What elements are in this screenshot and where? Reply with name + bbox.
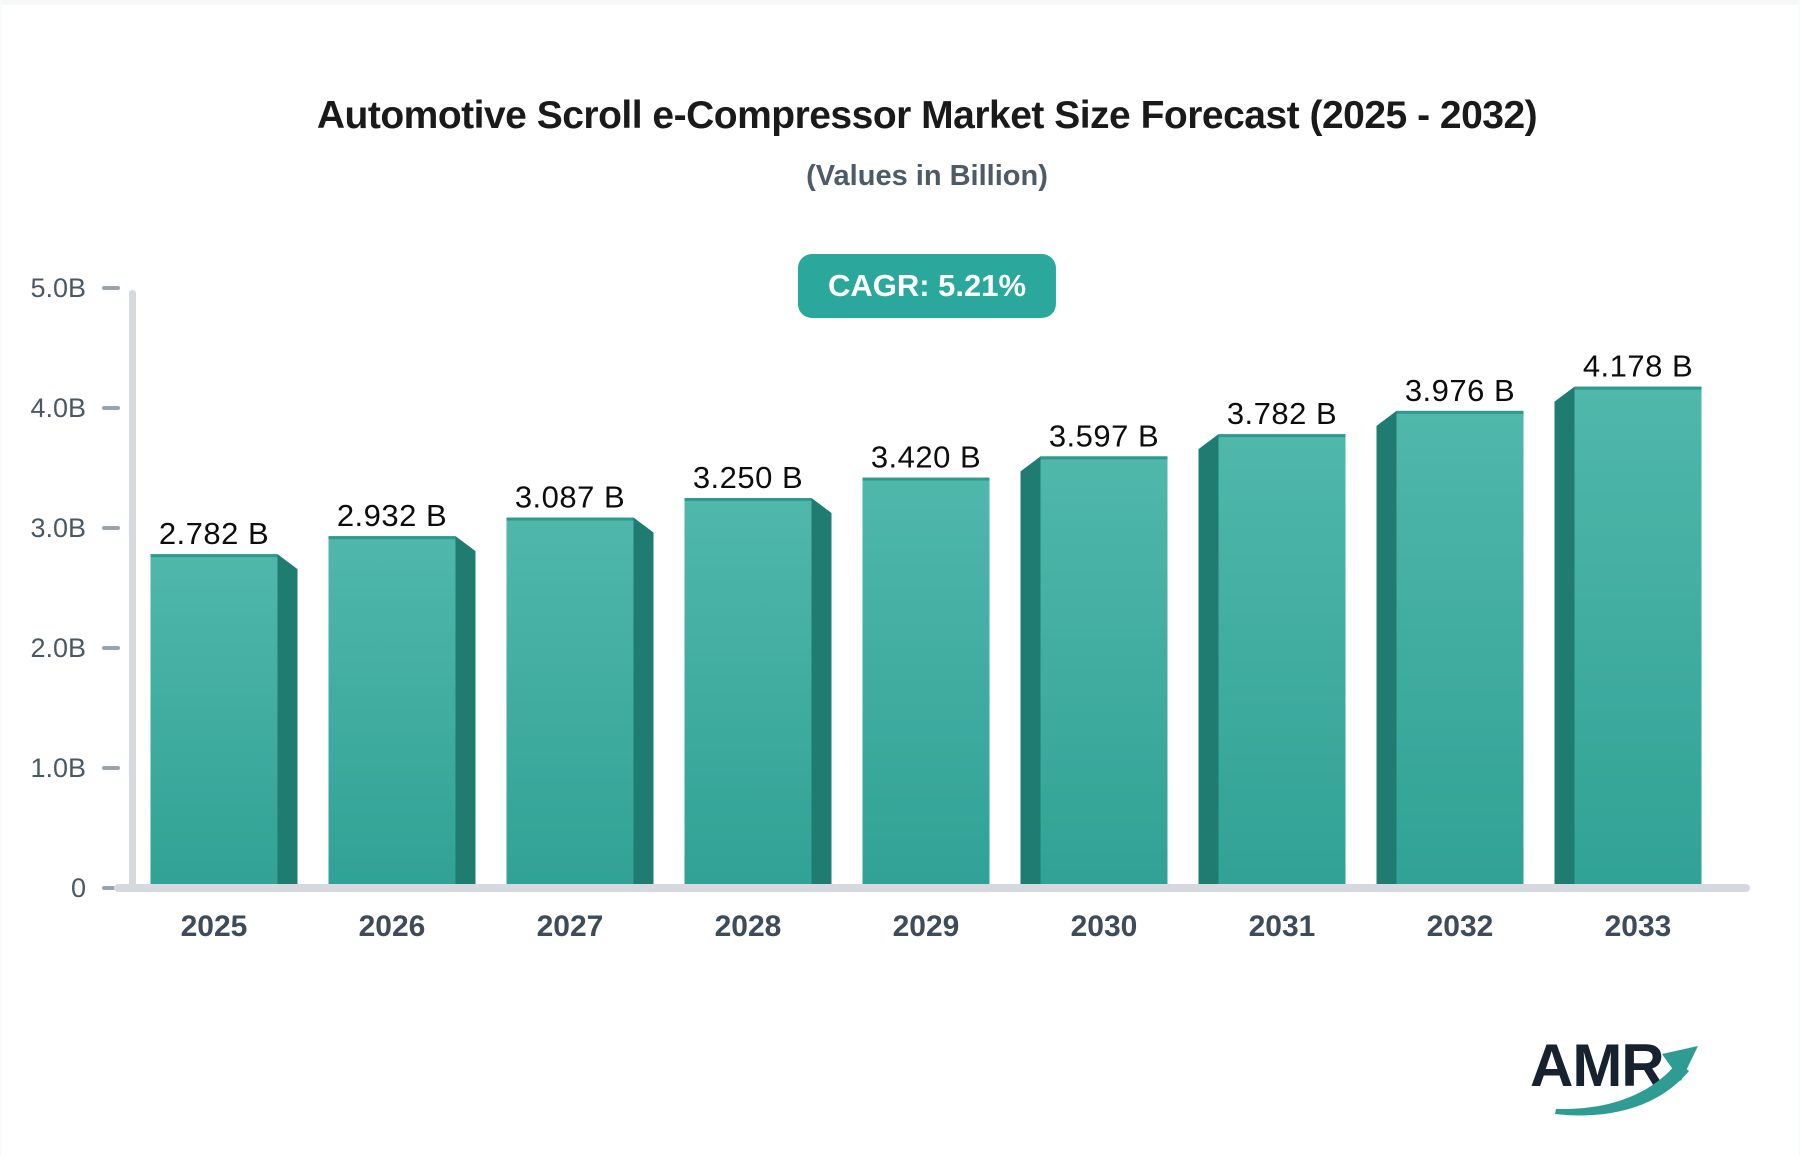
y-axis-tick-label: 5.0B xyxy=(30,273,86,303)
growth-arrow-icon xyxy=(1555,1046,1698,1116)
bar-value-label: 3.250 B xyxy=(693,460,803,495)
bar-side-2028 xyxy=(811,498,832,888)
amr-logo: AMR xyxy=(1530,1036,1730,1126)
y-axis-line xyxy=(129,290,136,892)
bar-side-2032 xyxy=(1376,410,1397,888)
bar-2025 xyxy=(150,554,278,888)
bar-top-edge xyxy=(150,554,278,558)
bar-2030 xyxy=(1040,456,1168,888)
bar-2031 xyxy=(1218,434,1346,888)
bar-value-label: 4.178 B xyxy=(1583,349,1693,384)
x-axis-label: 2029 xyxy=(893,910,960,943)
bar-2026 xyxy=(328,536,456,888)
bar-value-label: 3.976 B xyxy=(1405,373,1515,408)
bar-top-edge xyxy=(684,498,812,501)
bar-2032 xyxy=(1396,410,1524,888)
bar-2029 xyxy=(862,477,990,888)
bar-top-edge xyxy=(1396,410,1524,414)
y-axis-tick-label: 0 xyxy=(71,873,86,903)
page-top-strip xyxy=(2,0,1798,5)
y-axis-tick xyxy=(102,646,120,650)
x-axis-label: 2027 xyxy=(537,910,604,943)
bar-top-edge xyxy=(1040,456,1168,460)
y-axis-tick-label: 4.0B xyxy=(30,393,86,423)
y-axis-tick xyxy=(102,526,120,530)
bar-top-edge xyxy=(1574,386,1702,390)
x-axis-label: 2025 xyxy=(181,910,248,943)
bar-side-2033 xyxy=(1554,386,1575,888)
bar-value-label: 3.597 B xyxy=(1049,418,1159,453)
x-axis-label: 2031 xyxy=(1249,910,1316,943)
bar-value-label: 3.782 B xyxy=(1227,396,1337,431)
y-axis-tick-label: 3.0B xyxy=(30,513,86,543)
bar-side-2030 xyxy=(1020,456,1041,888)
bar-value-label: 3.087 B xyxy=(515,480,625,515)
bar-side-2026 xyxy=(455,536,476,888)
bar-value-label: 2.932 B xyxy=(337,498,447,533)
amr-logo-text: AMR xyxy=(1530,1032,1665,1099)
bar-2033 xyxy=(1574,386,1702,888)
bar-side-2027 xyxy=(633,517,654,888)
bar-top-edge xyxy=(328,536,456,540)
x-axis-label: 2032 xyxy=(1427,910,1494,943)
x-axis-line xyxy=(114,884,1750,892)
y-axis-tick-label: 2.0B xyxy=(30,633,86,663)
y-axis-tick xyxy=(102,766,120,770)
bar-value-label: 2.782 B xyxy=(159,516,269,551)
x-axis-label: 2026 xyxy=(359,910,426,943)
bar-2028 xyxy=(684,498,812,888)
bar-top-edge xyxy=(1218,434,1346,438)
cagr-badge: CAGR: 5.21% xyxy=(797,254,1057,318)
x-axis-label: 2033 xyxy=(1605,910,1672,943)
chart-title: Automotive Scroll e-Compressor Market Si… xyxy=(316,94,1538,137)
bar-2027 xyxy=(506,517,634,888)
y-axis-tick-label: 1.0B xyxy=(30,753,86,783)
bar-side-2025 xyxy=(277,554,298,888)
bar-top-edge xyxy=(506,517,634,521)
bar-top-edge xyxy=(862,477,990,481)
chart-subtitle: (Values in Billion) xyxy=(806,160,1048,192)
bar-value-label: 3.420 B xyxy=(871,440,981,475)
x-axis-label: 2030 xyxy=(1071,910,1138,943)
y-axis-tick xyxy=(102,406,120,410)
x-axis-label: 2028 xyxy=(715,910,782,943)
bar-side-2031 xyxy=(1198,434,1219,888)
y-axis-tick xyxy=(102,286,120,290)
